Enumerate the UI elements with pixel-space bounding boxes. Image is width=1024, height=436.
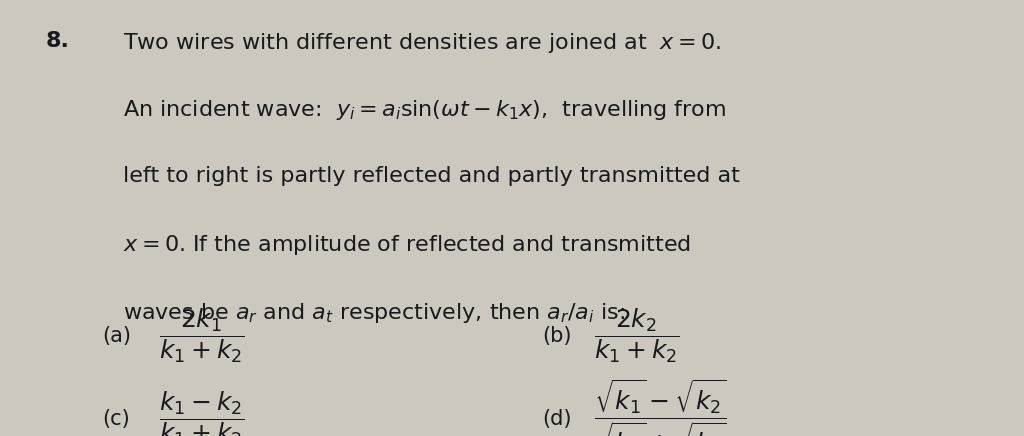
Text: (b): (b) [543, 326, 572, 346]
Text: (a): (a) [102, 326, 131, 346]
Text: left to right is partly reflected and partly transmitted at: left to right is partly reflected and pa… [123, 166, 739, 186]
Text: $x = 0$. If the amplitude of reflected and transmitted: $x = 0$. If the amplitude of reflected a… [123, 233, 691, 257]
Text: (d): (d) [543, 409, 572, 429]
Text: Two wires with different densities are joined at  $x = 0$.: Two wires with different densities are j… [123, 31, 721, 54]
Text: waves be $a_r$ and $a_t$ respectively, then $a_r / a_i$ is:: waves be $a_r$ and $a_t$ respectively, t… [123, 301, 625, 325]
Text: $\dfrac{2k_1}{k_1 + k_2}$: $\dfrac{2k_1}{k_1 + k_2}$ [159, 307, 244, 365]
Text: (c): (c) [102, 409, 130, 429]
Text: An incident wave:  $y_i = a_i \sin(\omega t - k_1 x)$,  travelling from: An incident wave: $y_i = a_i \sin(\omega… [123, 98, 726, 122]
Text: $\dfrac{k_1 - k_2}{k_1 + k_2}$: $\dfrac{k_1 - k_2}{k_1 + k_2}$ [159, 389, 244, 436]
Text: $\dfrac{2k_2}{k_1 + k_2}$: $\dfrac{2k_2}{k_1 + k_2}$ [594, 307, 679, 365]
Text: 8.: 8. [46, 31, 70, 51]
Text: $\dfrac{\sqrt{k_1} - \sqrt{k_2}}{\sqrt{k_1} + \sqrt{k_2}}$: $\dfrac{\sqrt{k_1} - \sqrt{k_2}}{\sqrt{k… [594, 378, 727, 436]
